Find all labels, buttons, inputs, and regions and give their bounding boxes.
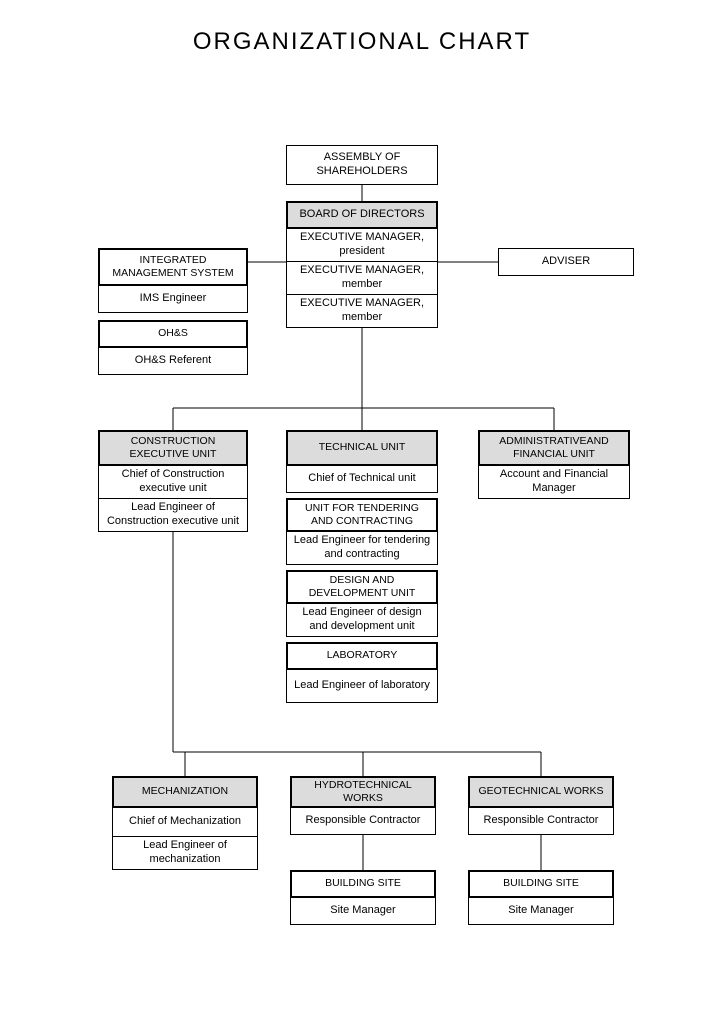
chart-title: ORGANIZATIONAL CHART	[0, 28, 724, 56]
node-ims-head: INTEGRATED MANAGEMENT SYSTEM	[98, 248, 248, 286]
node-board: BOARD OF DIRECTORS	[286, 201, 438, 229]
node-mech-head: MECHANIZATION	[112, 776, 258, 808]
node-tech-chief: Chief of Technical unit	[286, 465, 438, 493]
node-tender-lead: Lead Engineer for tendering and contract…	[286, 531, 438, 565]
node-hydro-role: Responsible Contractor	[290, 807, 436, 835]
node-exec2: EXECUTIVE MANAGER, member	[286, 261, 438, 295]
node-hydro-head: HYDROTECHNICAL WORKS	[290, 776, 436, 808]
node-ohs-ref: OH&S Referent	[98, 347, 248, 375]
node-hydro-site-role: Site Manager	[290, 897, 436, 925]
node-geo-site-role: Site Manager	[468, 897, 614, 925]
node-adviser: ADVISER	[498, 248, 634, 276]
node-constr-unit: CONSTRUCTION EXECUTIVE UNIT	[98, 430, 248, 466]
node-ohs-head: OH&S	[98, 320, 248, 348]
node-geo-role: Responsible Contractor	[468, 807, 614, 835]
node-design-lead: Lead Engineer of design and development …	[286, 603, 438, 637]
node-constr-chief: Chief of Construction executive unit	[98, 465, 248, 499]
node-admin-unit: ADMINISTRATIVEAND FINANCIAL UNIT	[478, 430, 630, 466]
node-lab-lead: Lead Engineer of laboratory	[286, 669, 438, 703]
node-design-head: DESIGN AND DEVELOPMENT UNIT	[286, 570, 438, 604]
node-tender-head: UNIT FOR TENDERING AND CONTRACTING	[286, 498, 438, 532]
node-mech-lead: Lead Engineer of mechanization	[112, 836, 258, 870]
node-exec1: EXECUTIVE MANAGER, president	[286, 228, 438, 262]
node-mech-chief: Chief of Mechanization	[112, 807, 258, 837]
node-admin-role: Account and Financial Manager	[478, 465, 630, 499]
node-geo-site-head: BUILDING SITE	[468, 870, 614, 898]
node-tech-unit: TECHNICAL UNIT	[286, 430, 438, 466]
node-constr-lead: Lead Engineer of Construction executive …	[98, 498, 248, 532]
node-exec3: EXECUTIVE MANAGER, member	[286, 294, 438, 328]
node-assembly: ASSEMBLY OF SHAREHOLDERS	[286, 145, 438, 185]
node-ims-eng: IMS Engineer	[98, 285, 248, 313]
node-hydro-site-head: BUILDING SITE	[290, 870, 436, 898]
node-lab-head: LABORATORY	[286, 642, 438, 670]
node-geo-head: GEOTECHNICAL WORKS	[468, 776, 614, 808]
